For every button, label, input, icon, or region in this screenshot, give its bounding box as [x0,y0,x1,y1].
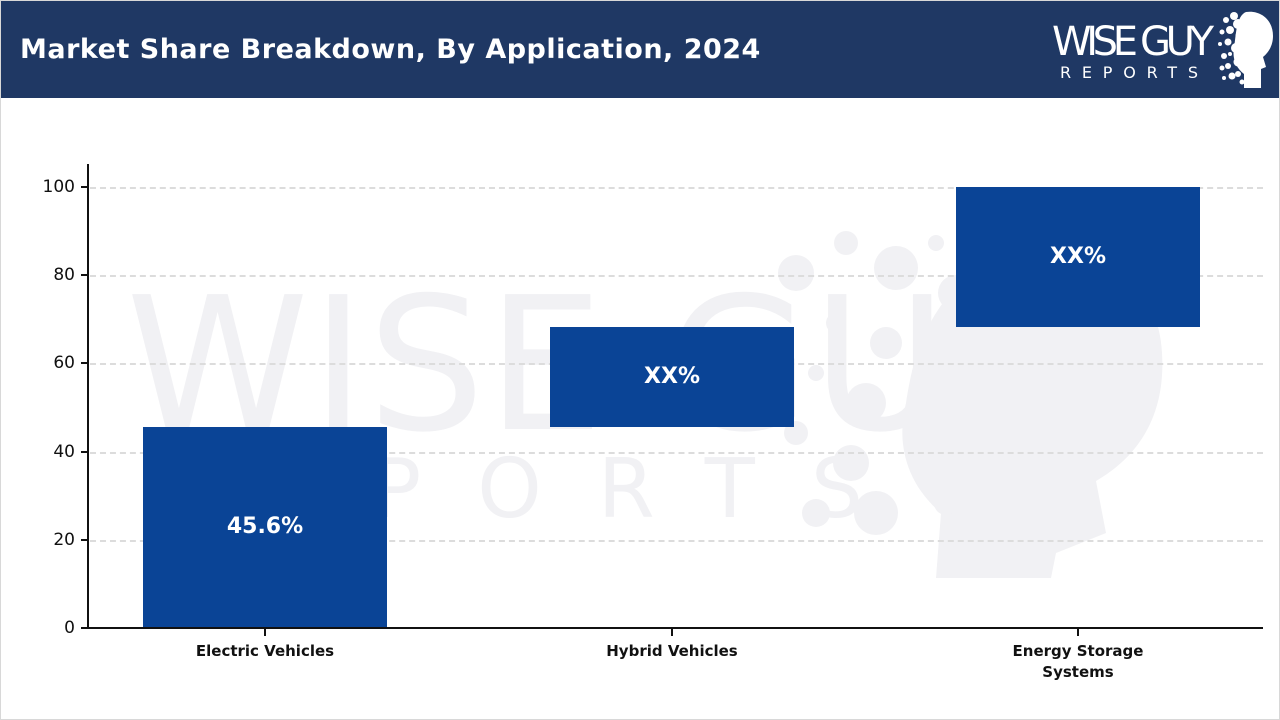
x-tick-mark [1077,628,1079,636]
bar-segment [143,426,387,628]
y-tick-label: 60 [53,353,75,374]
wise-guy-logo: WISE GUY REPORTS [1026,2,1278,96]
y-tick-label: 100 [42,177,75,197]
wise-guy-logo-graphic: WISE GUY REPORTS [1052,11,1273,88]
gridline-100 [90,187,1263,189]
bar-segment [956,187,1200,327]
y-axis-line [87,164,89,629]
y-tick-label: 20 [53,529,75,550]
y-tick-mark [81,538,89,541]
y-tick-mark [81,627,89,629]
logo-wiseguy-text: WISE GUY [1052,19,1215,65]
gridline-40 [90,451,1263,454]
y-tick-label: 80 [53,265,75,286]
x-tick-mark [671,628,673,636]
bar-value-label: XX% [1050,243,1106,269]
bar-value-label: 45.6% [226,514,304,540]
y-tick-label: 40 [53,441,75,462]
x-axis-line [87,627,1263,629]
x-tick-label: Electric Vehicles [195,642,335,660]
gridline-20 [90,539,1263,542]
y-tick-mark [81,450,89,453]
logo-head-icon [1218,11,1273,88]
gridline-80 [90,275,1263,278]
bar-value-label: XX% [644,363,700,389]
y-tick-label: 0 [64,618,75,638]
header-bar: Market Share Breakdown, By Application, … [1,1,1279,98]
x-tick-label: Energy Storage Systems [1012,642,1144,681]
y-tick-mark [81,186,89,188]
logo-reports-text: REPORTS [1060,63,1208,82]
y-tick-mark [81,362,89,365]
chart-title: Market Share Breakdown, By Application, … [20,33,761,65]
x-tick-mark [264,628,266,636]
y-tick-mark [81,274,89,277]
x-tick-label: Hybrid Vehicles [606,642,738,660]
bar-segment [550,326,794,427]
